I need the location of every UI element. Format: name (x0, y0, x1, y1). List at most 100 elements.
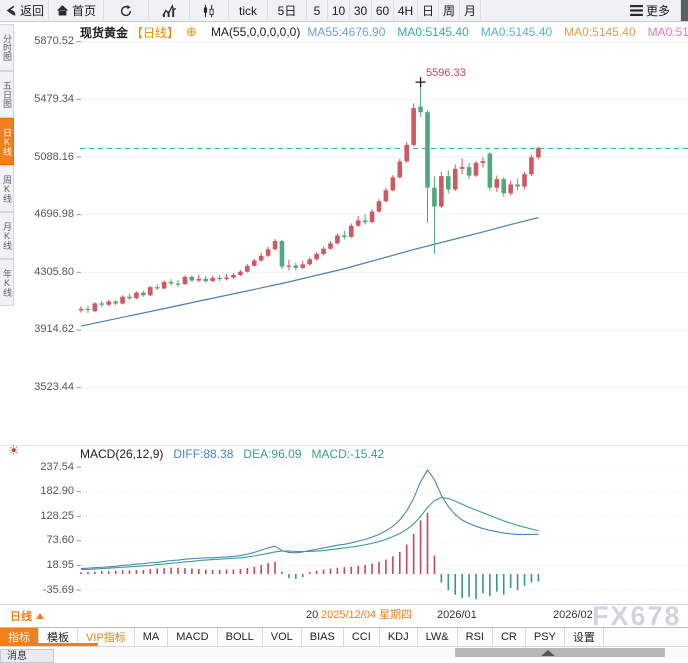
back-label: 返回 (19, 4, 44, 18)
candle-body (418, 106, 423, 113)
indicator-tab-BOLL[interactable]: BOLL (218, 628, 263, 646)
more-button[interactable]: 更多 (620, 0, 681, 21)
period-quick-switcher[interactable]: 日线 (10, 608, 44, 624)
back-arrow-icon (6, 5, 16, 16)
period-quick-label: 日线 (10, 611, 32, 623)
ma-value-2: MA0:5145.40 (480, 25, 553, 39)
indicator-tab-CCI[interactable]: CCI (344, 628, 380, 646)
candle-body (376, 201, 382, 212)
candle-body (161, 282, 167, 289)
candle-body (279, 241, 285, 267)
add-favorite-icon[interactable]: ⊕ (186, 24, 197, 39)
candle-body (293, 265, 299, 268)
scrollbar-thumb[interactable] (455, 648, 665, 657)
side-tab-2[interactable]: 日K线 (0, 118, 14, 165)
price-tick-label: 3523.44 (34, 381, 74, 394)
side-tab-0[interactable]: 分时图 (0, 24, 14, 71)
indicator-tab-BIAS[interactable]: BIAS (302, 628, 344, 646)
side-tab-5[interactable]: 年K线 (0, 259, 14, 306)
candle-body (258, 255, 264, 261)
active-tab-underline (6, 643, 98, 646)
day5-button[interactable]: 5日 (268, 0, 307, 21)
candle-body (321, 248, 326, 255)
interval-button-5[interactable]: 5 (307, 0, 328, 21)
back-button[interactable]: 返回 (0, 0, 49, 21)
horizontal-scrollbar[interactable] (0, 646, 688, 658)
indicator-tab-模板[interactable]: 模板 (39, 628, 78, 646)
interval-button-4H[interactable]: 4H (394, 0, 418, 21)
candle-body (515, 184, 520, 187)
interval-button-月[interactable]: 月 (460, 0, 481, 21)
macd-tick-label: 18.95 (46, 558, 74, 571)
home-button[interactable]: 首页 (49, 0, 104, 21)
indicator-settings-sun-icon[interactable]: ☀ (8, 443, 20, 458)
chart-header: 现货黄金 【日线】 ⊕ MA(55,0,0,0,0,0) MA55:4676.9… (80, 24, 688, 40)
indicator-tabs-bar: 指标 模板 VIP指标 MA MACD BOLL VOL BIAS CCI KDJ LW& RSI CR… (0, 627, 688, 647)
timeline-chart-button[interactable] (149, 0, 190, 21)
price-tick-label: 4305.80 (34, 265, 74, 278)
indicator-tab-设置[interactable]: 设置 (565, 628, 604, 646)
indicator-tab-指标[interactable]: 指标 (0, 628, 39, 646)
candle-body (85, 308, 91, 311)
indicator-tab-MA[interactable]: MA (135, 628, 169, 646)
candle-body (494, 179, 500, 188)
candle-body (404, 144, 410, 162)
macd-values: DIFF:88.38 DEA:96.09 MACD:-15.42 (173, 447, 384, 461)
side-tab-4[interactable]: 月K线 (0, 212, 14, 259)
hamburger-menu-icon (630, 5, 643, 16)
symbol-name: 现货黄金 (80, 25, 129, 40)
candle-body (120, 296, 125, 304)
ma-value-4: MA0:5145.40 (647, 25, 688, 39)
macd-value-0: DIFF:88.38 (173, 447, 234, 461)
interval-button-10[interactable]: 10 (328, 0, 350, 21)
candle-body (466, 167, 472, 176)
candle-body (127, 296, 132, 299)
candle-body (390, 177, 396, 191)
indicator-tab-MACD[interactable]: MACD (168, 628, 218, 646)
time-tick-label-2: 2026/02 (553, 609, 593, 621)
macd-dea-line (81, 496, 539, 571)
candle-body (452, 168, 458, 190)
candle-body (99, 303, 105, 305)
home-icon (57, 5, 68, 16)
candle-body (189, 276, 195, 281)
candlestick-chart-button[interactable] (190, 0, 229, 21)
price-tick-label: 5870.52 (34, 35, 74, 48)
candle-body (224, 277, 229, 280)
candle-body (342, 235, 347, 237)
candle-body (348, 225, 354, 237)
candle-body (397, 161, 403, 178)
refresh-button[interactable] (104, 0, 149, 21)
indicator-tab-RSI[interactable]: RSI (458, 628, 493, 646)
watermark: FX678 (592, 601, 682, 631)
interval-button-30[interactable]: 30 (350, 0, 372, 21)
indicator-tab-VOL[interactable]: VOL (263, 628, 302, 646)
indicator-tab-CR[interactable]: CR (493, 628, 526, 646)
side-tab-3[interactable]: 周K线 (0, 165, 14, 212)
candle-body (203, 278, 209, 282)
interval-button-60[interactable]: 60 (372, 0, 394, 21)
macd-tick-label: 128.25 (40, 509, 74, 522)
home-label: 首页 (71, 4, 96, 18)
indicator-tab-LW&[interactable]: LW& (418, 628, 458, 646)
interval-button-周[interactable]: 周 (439, 0, 460, 21)
candle-body (92, 303, 98, 312)
indicator-tab-PSY[interactable]: PSY (526, 628, 565, 646)
tick-button[interactable]: tick (229, 0, 268, 21)
macd-tick-label: 237.54 (40, 460, 74, 473)
side-tab-1[interactable]: 五日图 (0, 71, 14, 118)
candle-body (168, 282, 174, 284)
ma-value-0: MA55:4676.90 (307, 25, 386, 39)
high-price-annotation: 5596.33 (426, 67, 466, 79)
indicator-tab-VIP指标[interactable]: VIP指标 (78, 628, 135, 646)
candle-body (487, 153, 493, 188)
macd-tick-label: 182.90 (40, 485, 74, 498)
interval-button-日[interactable]: 日 (418, 0, 439, 21)
indicator-tab-KDJ[interactable]: KDJ (380, 628, 418, 646)
candle-body (508, 184, 513, 194)
candle-body (231, 274, 236, 278)
ma55-line (80, 217, 539, 327)
edge-scroll-button[interactable] (681, 0, 688, 21)
candle-body (300, 264, 306, 268)
